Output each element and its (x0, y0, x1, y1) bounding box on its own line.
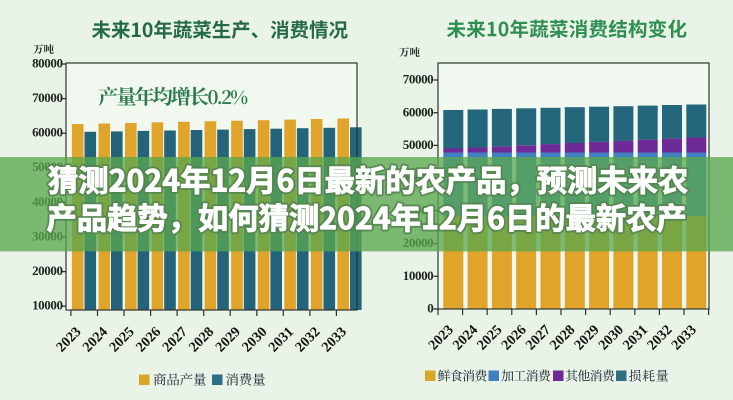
svg-text:80000: 80000 (32, 55, 63, 70)
svg-text:70000: 70000 (32, 90, 63, 105)
svg-text:10000: 10000 (403, 268, 434, 283)
svg-text:60000: 60000 (403, 104, 434, 119)
svg-text:0: 0 (427, 301, 433, 316)
svg-text:10000: 10000 (32, 298, 63, 313)
svg-text:70000: 70000 (403, 72, 434, 87)
svg-text:50000: 50000 (403, 137, 434, 152)
svg-text:60000: 60000 (32, 125, 63, 140)
svg-text:20000: 20000 (32, 263, 63, 278)
